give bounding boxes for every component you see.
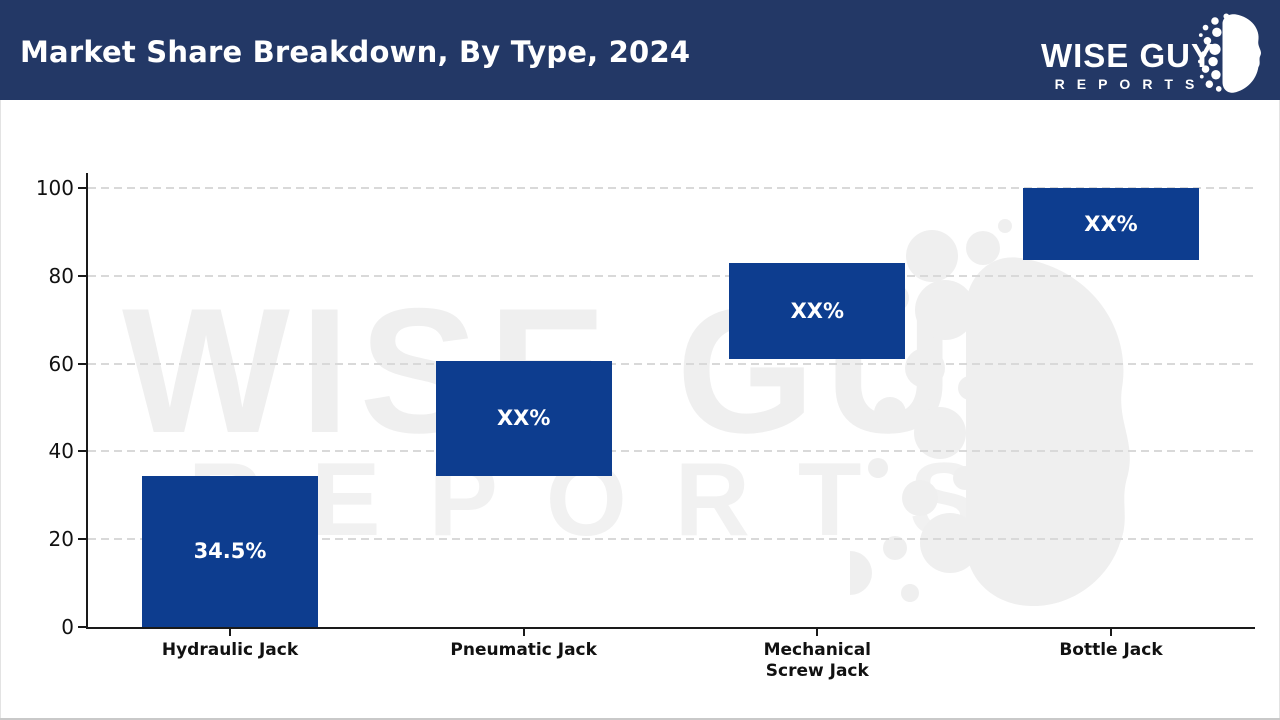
x-axis-line xyxy=(86,627,1255,629)
x-tick-mark xyxy=(816,629,819,636)
y-tick-mark xyxy=(78,626,88,628)
bar-4 xyxy=(1023,188,1199,261)
y-tick-mark xyxy=(78,538,88,541)
brand-name: WISE GUY xyxy=(1040,36,1214,74)
y-tick-mark xyxy=(78,362,88,365)
plot: 0 20 40 60 80 100 34.5% Hydraulic Jack XX% Pneuma… xyxy=(0,100,1280,720)
bar-value-label: 34.5% xyxy=(193,539,267,564)
gridline-40 xyxy=(88,450,1255,453)
gridline-60 xyxy=(88,362,1255,365)
gridline-20 xyxy=(88,538,1255,541)
x-category-label: Pneumatic Jack xyxy=(450,640,597,660)
y-tick-label: 40 xyxy=(48,439,74,464)
y-tick-label: 60 xyxy=(48,351,74,376)
y-tick-label: 0 xyxy=(61,615,74,639)
y-tick-mark xyxy=(78,450,88,453)
x-category-label: Mechanical Screw Jack xyxy=(763,640,871,681)
y-tick-label: 100 xyxy=(35,176,74,200)
wiseguy-head-icon xyxy=(1198,10,1264,102)
bar-value-label: XX% xyxy=(1084,212,1138,237)
bar-value-label: XX% xyxy=(496,406,551,431)
header-bar: Market Share Breakdown, By Type, 2024 WI… xyxy=(0,0,1280,100)
y-axis-line xyxy=(86,173,88,629)
x-tick-mark xyxy=(229,629,231,636)
x-category-label: Bottle Jack xyxy=(1059,640,1163,660)
y-tick-mark xyxy=(78,274,88,277)
bar-value-label: XX% xyxy=(790,298,845,323)
y-tick-label: 20 xyxy=(48,527,74,552)
y-tick-label: 80 xyxy=(48,263,74,288)
bottom-border xyxy=(0,718,1280,720)
x-tick-mark xyxy=(522,629,525,636)
bar-2 xyxy=(435,361,612,476)
gridline-100 xyxy=(88,187,1255,189)
x-category-label: Hydraulic Jack xyxy=(161,640,299,660)
bar-3 xyxy=(729,262,906,360)
x-tick-mark xyxy=(1110,629,1112,636)
y-tick-mark xyxy=(78,187,88,189)
gridline-80 xyxy=(88,274,1255,277)
brand-logo: WISE GUY REPORTS xyxy=(1040,13,1264,102)
page-title: Market Share Breakdown, By Type, 2024 xyxy=(20,35,691,69)
bar-1 xyxy=(142,475,318,627)
brand-subtitle: REPORTS xyxy=(1054,75,1207,92)
left-border xyxy=(0,100,1,720)
brand-text: WISE GUY REPORTS xyxy=(1040,36,1214,92)
